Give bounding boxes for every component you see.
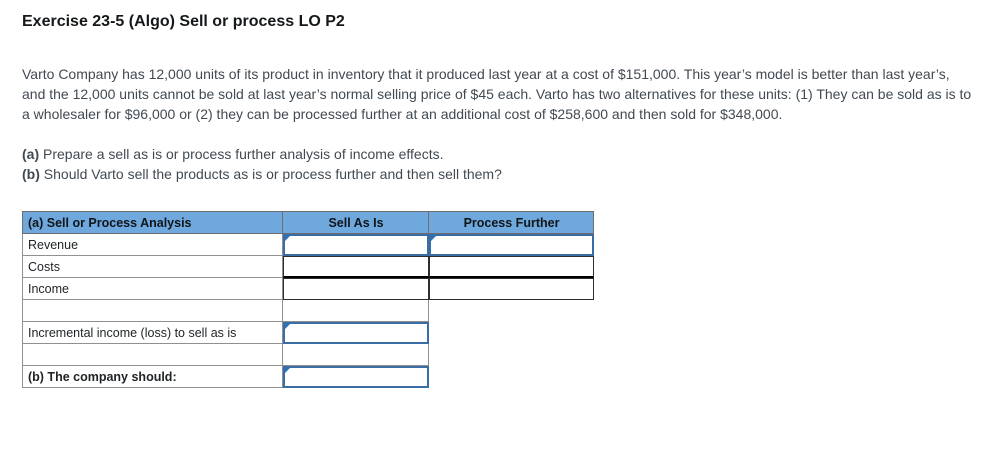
decision-value [285,368,427,389]
empty-cell [283,300,429,322]
sell-or-process-analysis-table: (a) Sell or Process Analysis Sell As Is … [22,211,975,388]
table-header-row: (a) Sell or Process Analysis Sell As Is … [22,211,975,234]
income-sell-as-is-cell[interactable] [283,278,429,300]
revenue-process-further-input[interactable] [429,234,594,256]
revenue-sell-as-is-value [285,236,427,257]
requirement-b: (b) Should Varto sell the products as is… [22,164,975,184]
costs-sell-as-is-value [284,257,428,278]
table-row-decision: (b) The company should: [22,366,975,388]
input-marker-icon [284,235,291,242]
costs-process-further-input[interactable] [429,256,594,278]
table-row-costs: Costs [22,256,975,278]
table-row-spacer [22,300,975,322]
input-marker-icon [430,235,437,242]
revenue-process-further-value [431,236,592,257]
costs-sell-as-is-input[interactable] [283,256,429,278]
empty-cell [283,344,429,366]
header-process-further: Process Further [429,211,594,234]
requirement-a-text: Prepare a sell as is or process further … [43,146,444,162]
empty-label-cell [22,344,283,366]
requirement-b-text: Should Varto sell the products as is or … [43,166,502,182]
input-marker-icon [284,367,291,374]
table-row-revenue: Revenue [22,234,975,256]
table-row-incremental: Incremental income (loss) to sell as is [22,322,975,344]
decision-select[interactable] [283,366,429,388]
header-analysis: (a) Sell or Process Analysis [22,211,283,234]
income-process-further-value [430,279,593,300]
row-label-incremental: Incremental income (loss) to sell as is [22,322,283,344]
requirement-b-label: (b) [22,166,40,182]
incremental-income-value [285,324,427,345]
requirement-a: (a) Prepare a sell as is or process furt… [22,144,975,164]
problem-statement: Varto Company has 12,000 units of its pr… [22,66,972,122]
table-row-income: Income [22,278,975,300]
costs-process-further-value [430,257,593,278]
table-row-spacer [22,344,975,366]
requirement-a-label: (a) [22,146,40,162]
input-marker-icon [284,323,291,330]
row-label-revenue: Revenue [22,234,283,256]
income-sell-as-is-value [284,279,428,300]
empty-label-cell [22,300,283,322]
requirements: (a) Prepare a sell as is or process furt… [22,144,975,184]
income-process-further-cell[interactable] [429,278,594,300]
row-label-costs: Costs [22,256,283,278]
header-sell-as-is: Sell As Is [283,211,429,234]
page-title: Exercise 23-5 (Algo) Sell or process LO … [22,13,345,30]
incremental-income-input[interactable] [283,322,429,344]
row-label-income: Income [22,278,283,300]
row-label-decision: (b) The company should: [22,366,283,388]
revenue-sell-as-is-input[interactable] [283,234,429,256]
